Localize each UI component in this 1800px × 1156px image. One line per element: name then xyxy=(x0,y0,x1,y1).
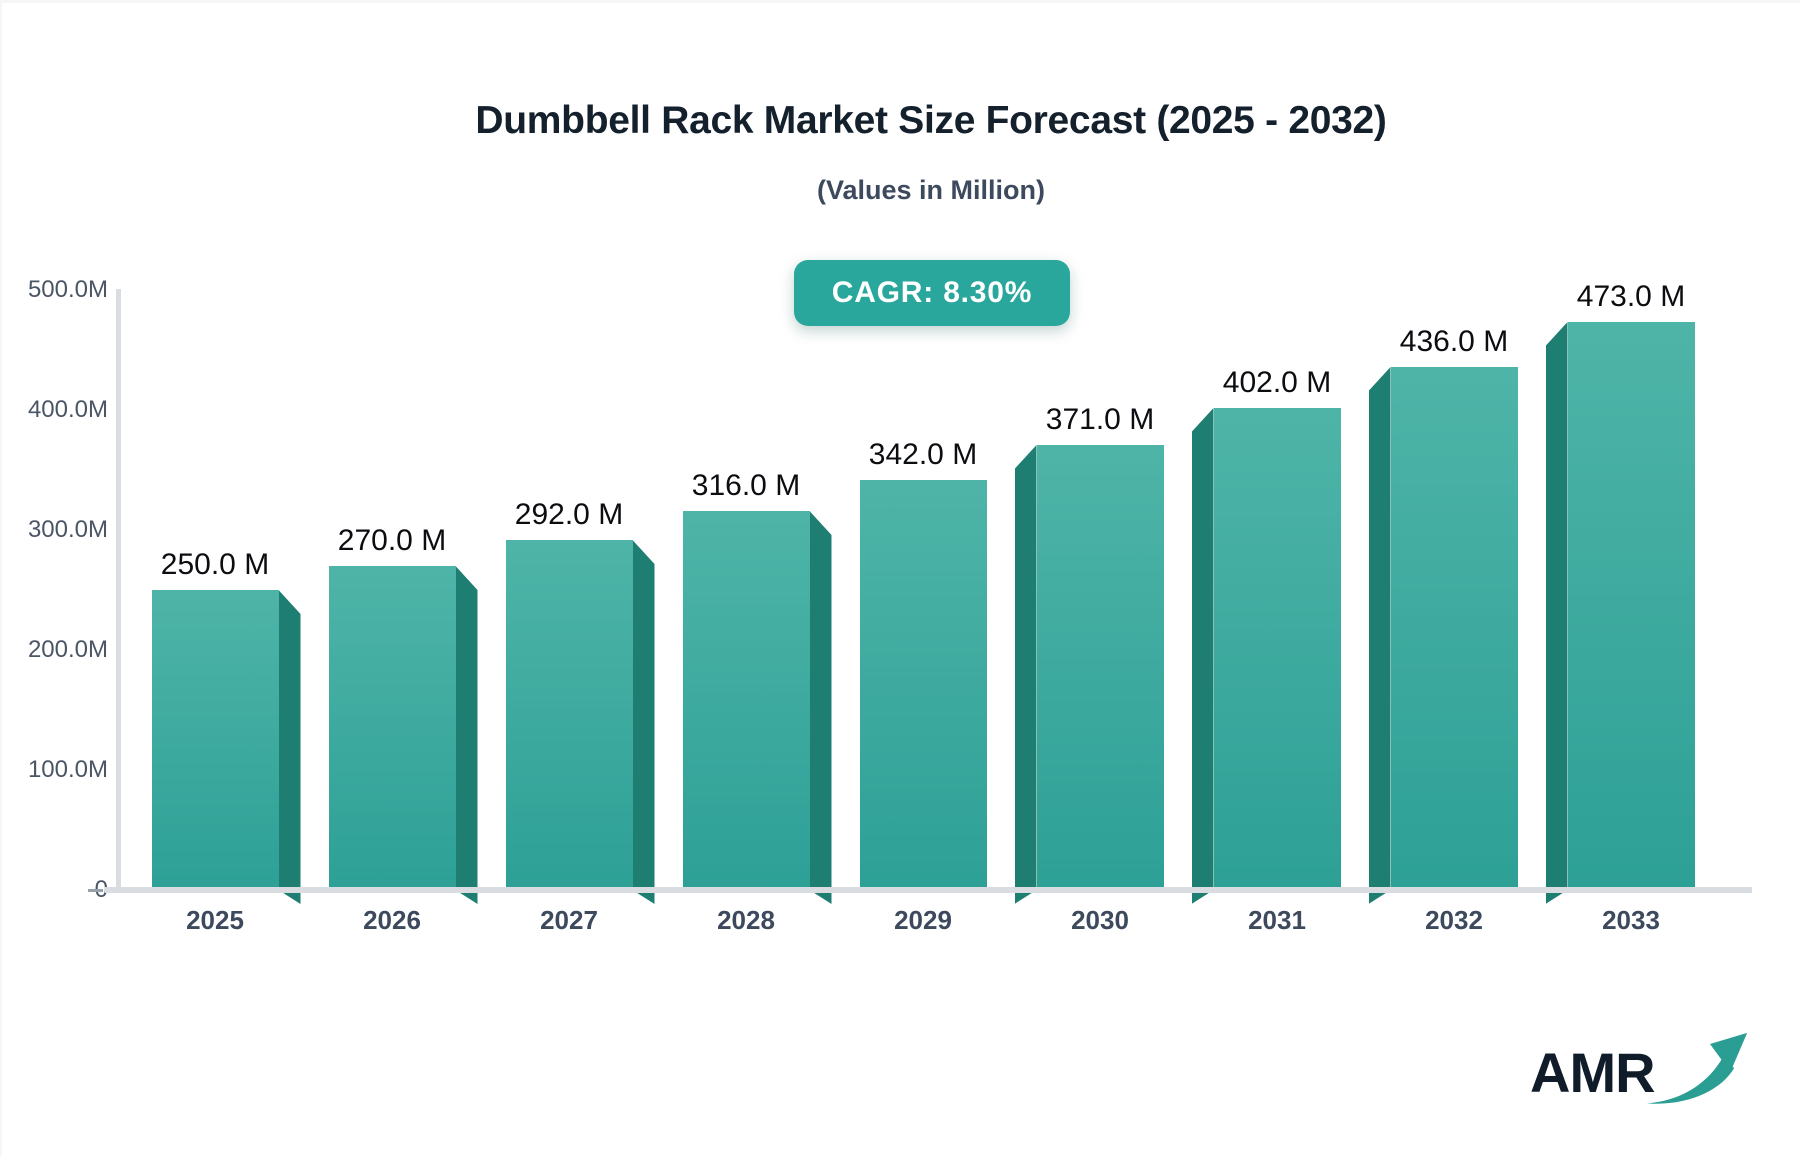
x-tick-label: 2025 xyxy=(186,905,244,935)
bar-value-label: 316.0 M xyxy=(691,469,801,502)
bar-side-face xyxy=(633,540,655,904)
bar-side-face xyxy=(810,511,832,904)
bar xyxy=(1390,367,1518,890)
bar xyxy=(505,540,633,890)
y-tick-label: 100.0M xyxy=(27,756,108,783)
bar xyxy=(151,590,279,890)
cagr-badge: CAGR: 8.30% xyxy=(794,260,1070,326)
x-tick-label: 2030 xyxy=(1071,905,1129,935)
y-tick-label: 300.0M xyxy=(27,516,108,543)
bar xyxy=(859,480,987,890)
bar xyxy=(1213,408,1341,890)
y-axis-line xyxy=(116,289,121,893)
x-axis-baseline xyxy=(105,887,1752,893)
bar-value-label: 371.0 M xyxy=(1045,403,1155,436)
x-tick-label: 2032 xyxy=(1425,905,1483,935)
x-tick-label: 2033 xyxy=(1602,905,1660,935)
bar-value-label: 250.0 M xyxy=(160,548,270,581)
bar-value-label: 402.0 M xyxy=(1222,366,1332,399)
x-tick-label: 2027 xyxy=(540,905,598,935)
bar xyxy=(328,566,456,890)
bar-side-face xyxy=(1192,408,1214,904)
bar-side-face xyxy=(1546,322,1568,904)
bar-value-label: 436.0 M xyxy=(1399,325,1509,358)
bar-side-face xyxy=(456,566,478,904)
cagr-badge-label: CAGR: 8.30% xyxy=(831,276,1033,309)
bar xyxy=(682,511,810,890)
bar-value-label: 270.0 M xyxy=(337,524,447,557)
amr-logo: AMR xyxy=(1530,1032,1749,1111)
y-tick-label: 200.0M xyxy=(27,636,108,663)
chart-title: Dumbbell Rack Market Size Forecast (2025… xyxy=(475,99,1387,142)
bar xyxy=(1567,322,1695,890)
bar-side-face xyxy=(279,590,301,904)
x-tick-label: 2029 xyxy=(894,905,952,935)
amr-logo-text: AMR xyxy=(1530,1041,1656,1104)
x-tick-label: 2031 xyxy=(1248,905,1306,935)
zero-tick-mark xyxy=(88,889,103,892)
bar xyxy=(1036,445,1164,890)
y-tick-label: 500.0M xyxy=(27,276,108,303)
x-tick-label: 2028 xyxy=(717,905,775,935)
bar-value-label: 473.0 M xyxy=(1576,280,1686,313)
chart-subtitle: (Values in Million) xyxy=(816,175,1046,205)
bar-side-face xyxy=(1015,445,1037,904)
growth-arrow-icon xyxy=(1646,1032,1747,1104)
bar-value-label: 292.0 M xyxy=(514,498,624,531)
y-tick-label: 400.0M xyxy=(27,396,108,423)
bar-value-label: 342.0 M xyxy=(868,438,978,471)
x-tick-label: 2026 xyxy=(363,905,421,935)
bar-side-face xyxy=(1369,367,1391,904)
